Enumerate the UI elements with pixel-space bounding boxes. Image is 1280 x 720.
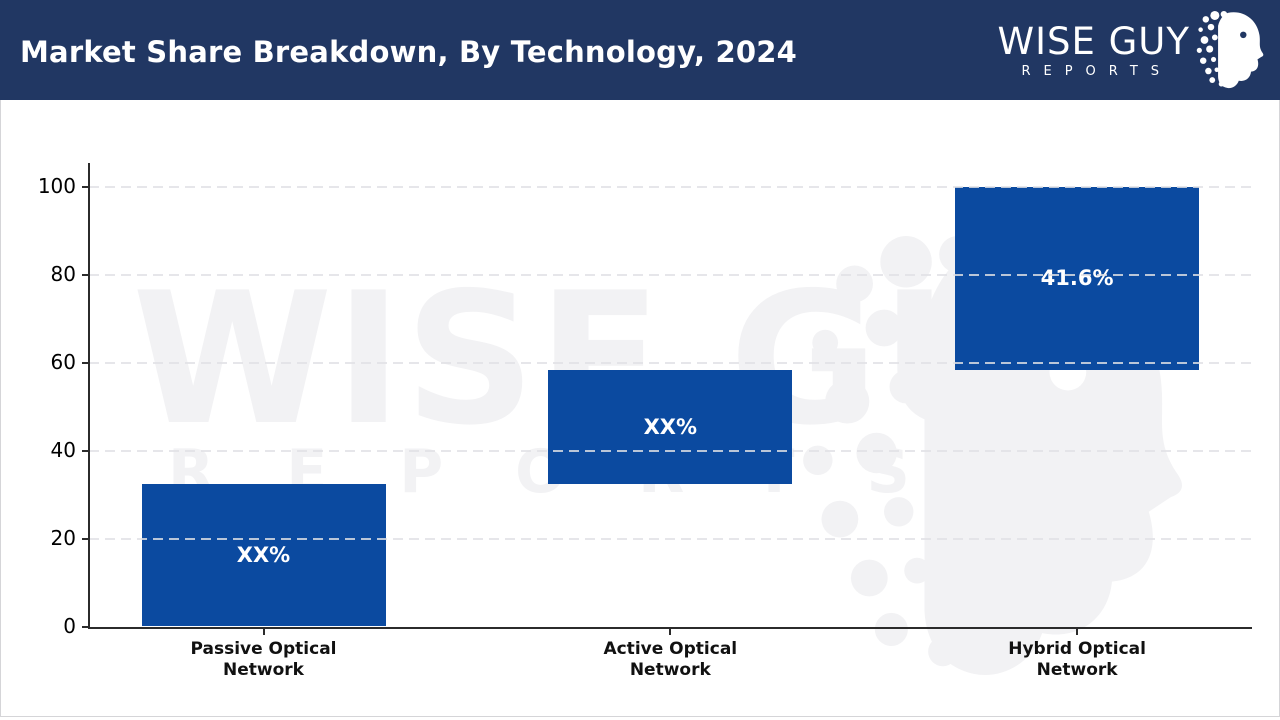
- logo-eye-dot: [1240, 31, 1247, 39]
- bar-segment: XX%: [548, 369, 793, 484]
- x-tick-mark: [669, 627, 672, 635]
- grid-line: [89, 361, 1252, 364]
- category-label: Hybrid Optical Network: [917, 639, 1237, 680]
- category-label: Active Optical Network: [510, 639, 830, 680]
- y-tick-label: 40: [50, 437, 76, 462]
- grid-line: [89, 185, 1252, 188]
- y-tick-label: 60: [50, 349, 76, 374]
- bar-value-label: XX%: [236, 543, 291, 568]
- bar-value-label: XX%: [643, 414, 698, 439]
- wise-guy-logo: WISE GUY REPORTS: [998, 8, 1268, 94]
- category-label-line: Network: [629, 659, 711, 680]
- bar-segment: 41.6%: [955, 186, 1200, 370]
- y-tick-mark: [82, 449, 89, 452]
- x-tick-mark: [262, 627, 265, 635]
- bar-segment: XX%: [141, 483, 386, 627]
- bar-value-label: 41.6%: [1040, 266, 1114, 291]
- x-tick-mark: [1076, 627, 1079, 635]
- logo-text-sub: REPORTS: [1021, 64, 1173, 80]
- grid-line: [89, 449, 1252, 452]
- y-tick-mark: [82, 537, 89, 540]
- grid-line: [89, 273, 1252, 276]
- y-tick-label: 0: [63, 613, 76, 638]
- y-axis-line: [88, 163, 90, 629]
- y-tick-mark: [82, 361, 89, 364]
- head-profile-icon: [1196, 10, 1264, 89]
- y-tick-mark: [82, 625, 89, 628]
- y-tick-mark: [82, 273, 89, 276]
- category-label-line: Network: [223, 659, 304, 680]
- page-title: Market Share Breakdown, By Technology, 2…: [20, 35, 798, 69]
- y-tick-mark: [82, 185, 89, 188]
- category-label-line: Network: [1036, 659, 1118, 680]
- grid-line: [89, 537, 1252, 540]
- y-tick-label: 20: [50, 525, 76, 550]
- header-bar: Market Share Breakdown, By Technology, 2…: [0, 0, 1280, 100]
- logo-text-main: WISE GUY: [997, 19, 1190, 63]
- category-label-line: Passive Optical: [190, 639, 337, 659]
- y-tick-label: 100: [37, 173, 76, 198]
- category-label: Passive Optical Network: [104, 639, 424, 680]
- category-label-line: Active Optical: [603, 639, 738, 659]
- category-label-line: Hybrid Optical: [1008, 639, 1146, 659]
- y-tick-label: 80: [50, 261, 76, 286]
- logo-wordmark: WISE GUY REPORTS: [997, 19, 1190, 80]
